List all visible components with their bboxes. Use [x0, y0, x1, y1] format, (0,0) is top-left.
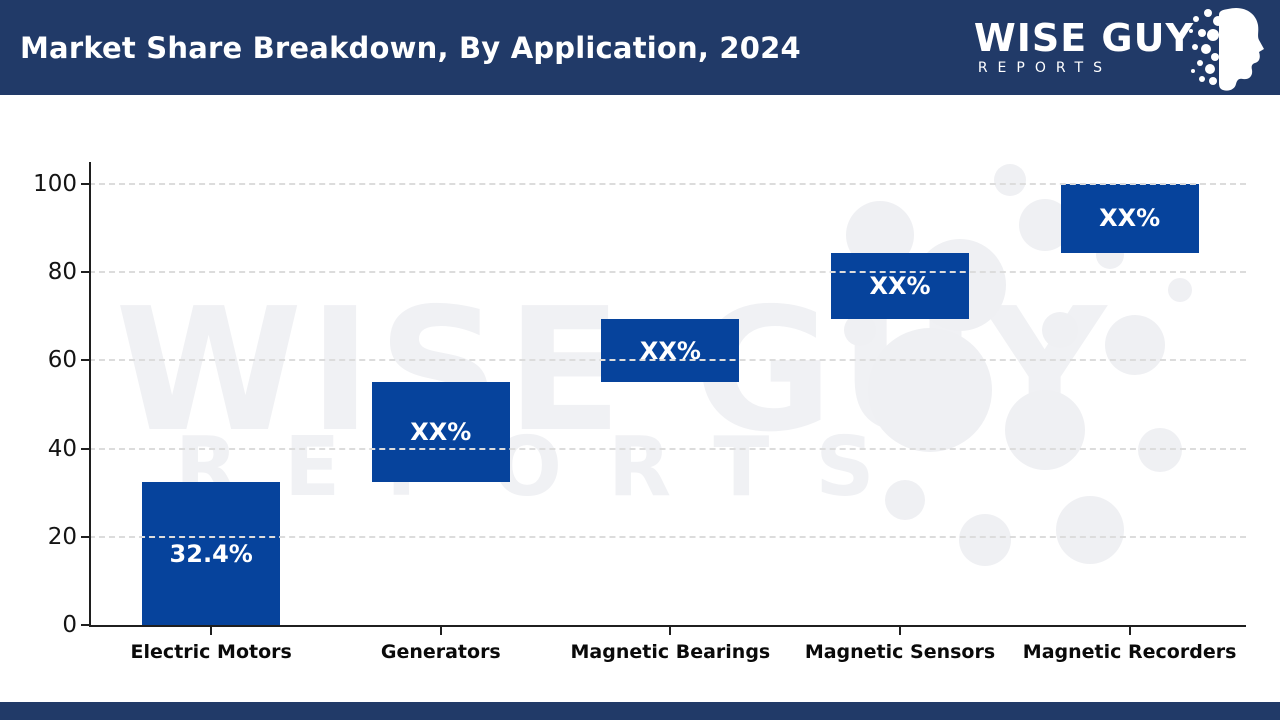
bar [1060, 184, 1199, 253]
x-axis-tick [439, 627, 442, 635]
y-axis-tick [81, 447, 89, 450]
bar-value-label: 32.4% [169, 539, 253, 568]
x-axis-category-label: Magnetic Sensors [804, 641, 996, 663]
y-axis-tick-label: 60 [47, 347, 77, 374]
bar-value-label: XX% [639, 336, 701, 365]
bar [831, 252, 969, 319]
watermark-dot [844, 314, 876, 346]
x-axis-line [89, 625, 1246, 627]
y-axis-tick [81, 535, 89, 538]
logo-wordmark: WISE GUY REPORTS [974, 19, 1194, 76]
bar-value-label: XX% [410, 418, 472, 447]
y-axis-tick-label: 0 [62, 612, 77, 638]
watermark-dot [885, 480, 925, 520]
gridline [89, 359, 1246, 362]
gridline [89, 271, 1246, 274]
y-axis-tick-label: 100 [33, 171, 77, 197]
x-axis-category-label: Generators [380, 641, 501, 663]
bar [142, 482, 281, 625]
x-axis-category-label: Electric Motors [130, 641, 292, 663]
gridline [89, 183, 1246, 185]
footer-bar [0, 702, 1280, 720]
watermark-dot [1138, 428, 1182, 472]
bar-value-label: XX% [869, 271, 931, 300]
watermark-dot [868, 328, 992, 452]
watermark-dot [994, 164, 1026, 196]
gridline [89, 535, 1246, 538]
watermark-dot [1042, 312, 1078, 348]
header-bar: Market Share Breakdown, By Application, … [0, 0, 1280, 95]
watermark-dot [1105, 315, 1165, 375]
y-axis-tick [81, 183, 89, 185]
page-title: Market Share Breakdown, By Application, … [20, 30, 801, 65]
y-axis-tick-label: 40 [47, 435, 77, 462]
watermark-dot [1168, 278, 1192, 302]
x-axis-tick [210, 627, 213, 635]
watermark-dot [1005, 390, 1085, 470]
gridline [89, 447, 1246, 450]
logo-reports-text: REPORTS [977, 60, 1112, 76]
x-axis-category-label: Magnetic Recorders [1022, 641, 1237, 663]
bar-value-label: XX% [1099, 204, 1161, 233]
y-axis-line [89, 162, 91, 627]
x-axis-tick [1128, 627, 1131, 635]
y-axis-tick-label: 20 [47, 523, 77, 550]
y-axis-tick [81, 359, 89, 362]
x-axis-category-label: Magnetic Bearings [570, 641, 771, 663]
watermark-dot [1056, 496, 1124, 564]
bar [601, 318, 740, 383]
wiseguy-logo: WISE GUY REPORTS [974, 5, 1266, 91]
watermark-dot [959, 514, 1011, 566]
bar [371, 382, 510, 483]
y-axis-tick [81, 624, 89, 626]
dotted-head-icon [1189, 7, 1264, 91]
x-axis-tick [669, 627, 672, 635]
x-axis-tick [899, 627, 901, 635]
y-axis-tick-label: 80 [47, 259, 77, 286]
y-axis-tick [81, 271, 89, 274]
logo-wiseguy-text: WISE GUY [973, 16, 1194, 60]
